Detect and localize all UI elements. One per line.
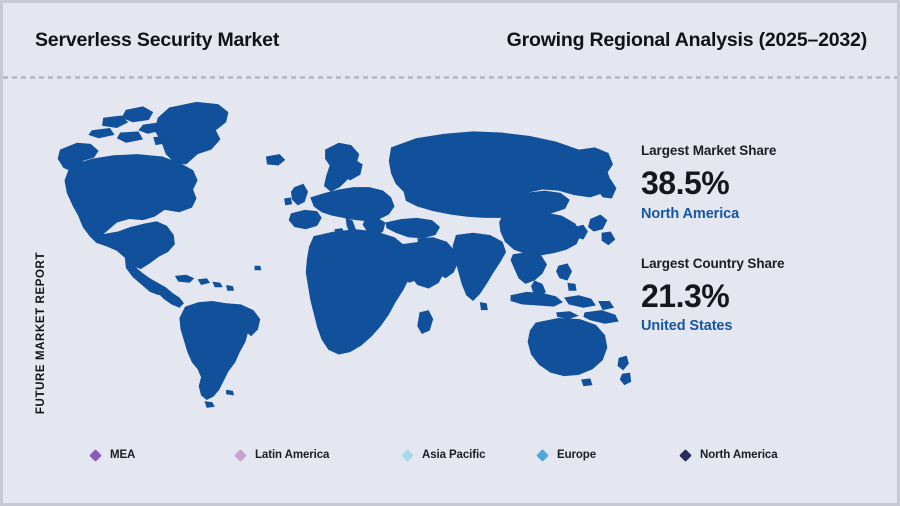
legend-item-europe: Europe (536, 448, 681, 462)
world-map (55, 95, 635, 425)
stat-region: United States (641, 318, 733, 335)
stat-label: Largest Market Share (641, 143, 777, 158)
legend-marker-diamond-icon (679, 448, 692, 462)
legend-label: Latin America (255, 449, 330, 461)
legend-marker-diamond-icon (536, 448, 549, 462)
legend-item-mea: MEA (89, 448, 236, 462)
stat-largest-market-share: Largest Market Share 38.5% North America (641, 143, 891, 222)
stat-value: 21.3% (641, 277, 730, 314)
header-divider (3, 76, 897, 79)
legend-label: Europe (557, 449, 597, 461)
stats-panel: Largest Market Share 38.5% North America… (641, 143, 891, 368)
legend-marker-diamond-icon (401, 448, 414, 462)
legend-label: MEA (110, 449, 136, 461)
legend-item-north-america: North America (679, 448, 778, 462)
legend-item-latin-america: Latin America (234, 448, 403, 462)
brand-watermark: FUTURE MARKET REPORT (31, 238, 51, 428)
stat-largest-country-share: Largest Country Share 21.3% United State… (641, 256, 891, 335)
map-landmasses (57, 101, 632, 408)
stat-value: 38.5% (641, 165, 730, 201)
legend-marker-diamond-icon (89, 448, 102, 462)
page-title: Serverless Security Market (35, 28, 280, 51)
header: Serverless Security Market Growing Regio… (3, 3, 897, 77)
legend-marker-diamond-icon (234, 448, 247, 462)
legend-item-asia-pacific: Asia Pacific (401, 448, 538, 462)
brand-watermark-label: FUTURE MARKET REPORT (35, 251, 48, 415)
legend-label: Asia Pacific (422, 449, 486, 461)
stat-region: North America (641, 205, 740, 222)
page-subtitle: Growing Regional Analysis (2025–2032) (506, 28, 868, 51)
map-legend: MEA Latin America Asia Pacific Europe No… (89, 448, 791, 462)
stat-label: Largest Country Share (641, 255, 785, 271)
legend-label: North America (700, 449, 778, 461)
world-map-svg (57, 101, 632, 408)
